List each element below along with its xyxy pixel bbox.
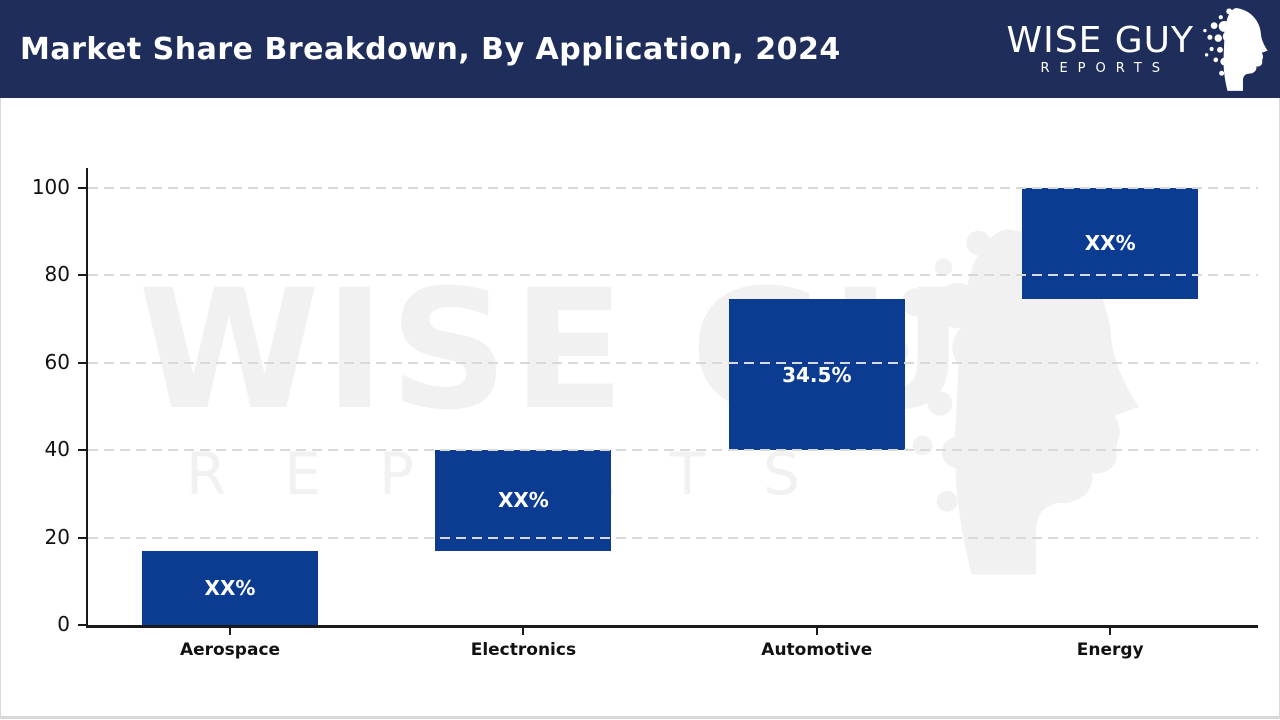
y-tick-mark [78,624,86,626]
y-tick-mark [78,361,86,364]
y-tick-label: 20 [44,524,70,549]
y-tick-label: 100 [31,174,70,199]
y-axis-line [86,168,88,628]
y-tick-mark [78,449,86,451]
y-tick-mark [78,274,86,276]
x-tick-mark [522,628,525,635]
logo-text-block: WISE GUY REPORTS [1006,20,1195,76]
x-tick-label: Energy [1076,640,1144,660]
y-tick-label: 40 [44,437,70,461]
gridline [88,186,1258,189]
bar-value-label: XX% [1084,231,1136,256]
page-title: Market Share Breakdown, By Application, … [20,31,841,67]
logo-wordmark: WISE GUY [1006,20,1194,61]
logo-subtitle: REPORTS [1040,61,1171,76]
bar-energy: XX% [1022,187,1199,300]
x-tick-mark [229,628,231,635]
x-tick-label: Electronics [470,640,577,660]
y-tick-label: 80 [44,262,70,286]
wise-guy-logo: WISE GUY REPORTS [1007,0,1273,98]
y-tick-mark [78,186,86,189]
bar-aerospace: XX% [142,550,318,625]
gridline [88,536,1258,539]
y-tick-label: 0 [57,612,70,636]
x-tick-mark [1109,628,1112,635]
bar-value-label: XX% [204,575,256,600]
bar-automotive: 34.5% [728,299,905,450]
x-tick-label: Aerospace [179,640,281,660]
header-banner: Market Share Breakdown, By Application, … [0,0,1280,98]
x-tick-label: Automotive [761,640,873,660]
x-tick-mark [815,628,818,635]
gridline [88,361,1258,364]
logo-head-icon [1203,8,1268,91]
gridline [88,274,1258,276]
bar-value-label: 34.5% [782,362,852,387]
gridline [88,449,1258,451]
y-tick-label: 60 [44,349,70,374]
x-axis-line [86,625,1258,628]
bar-electronics: XX% [435,450,612,551]
bar-value-label: XX% [497,488,549,513]
y-tick-mark [78,536,86,539]
